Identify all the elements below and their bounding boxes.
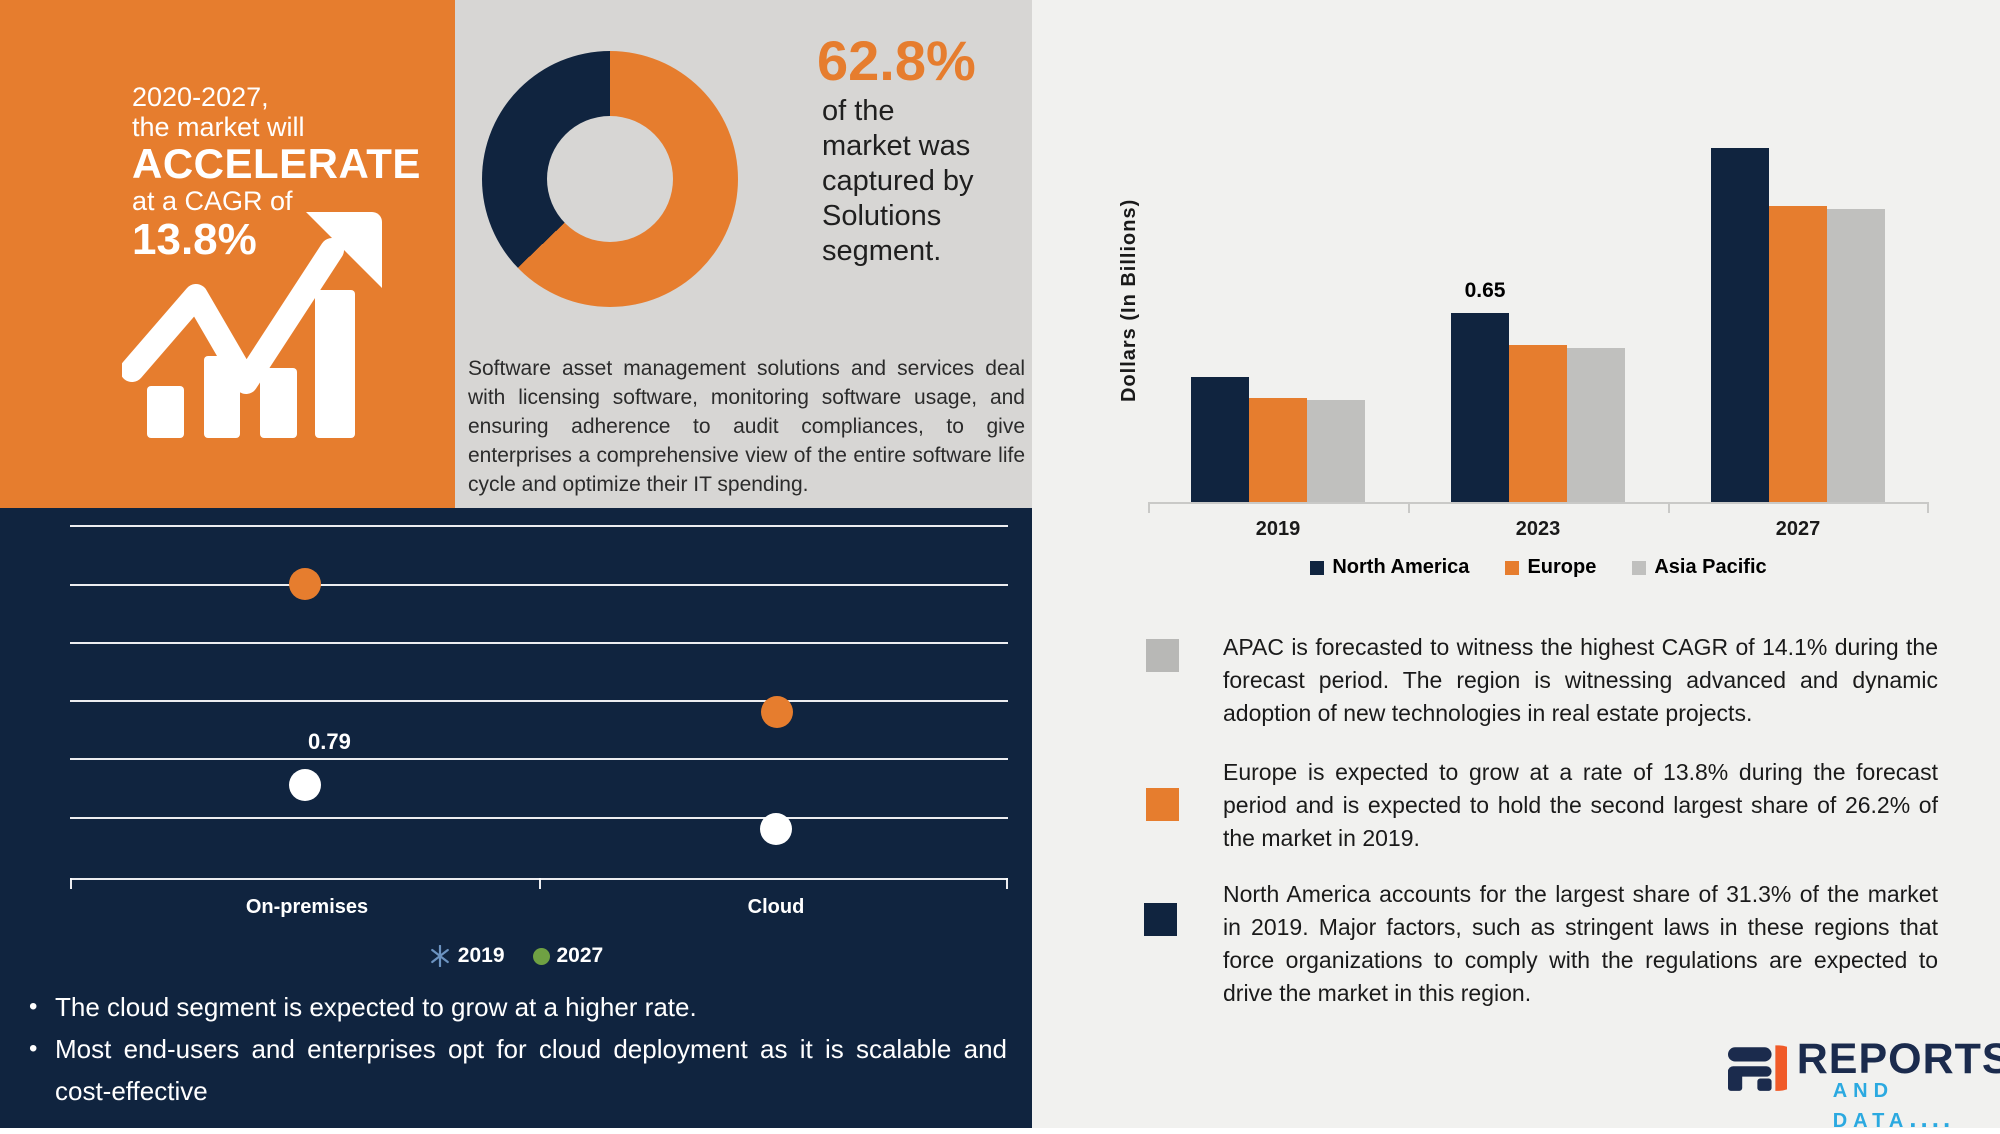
bar-year-label-2027: 2027 xyxy=(1775,518,1821,540)
logo-subtitle: AND DATA.... xyxy=(1833,1080,2000,1134)
caption-line: Solutions xyxy=(822,200,942,232)
gridline xyxy=(70,758,1008,760)
logo-dots: .... xyxy=(1909,1103,1955,1133)
axis-tick xyxy=(1006,878,1008,889)
dot-marker-2019 xyxy=(289,769,321,801)
legend-label-2027: 2027 xyxy=(556,944,604,967)
europe-note-text: Europe is expected to grow at a rate of … xyxy=(1223,759,1938,851)
legend-label: North America xyxy=(1332,556,1470,578)
bar-europe-2027 xyxy=(1769,206,1827,502)
apac-note-bullet xyxy=(1146,639,1179,672)
gridline xyxy=(70,642,1008,644)
category-label-on-premises: On-premises xyxy=(245,896,369,918)
bar-legend-item-europe: Europe xyxy=(1505,556,1596,579)
logo-subtitle-text: AND DATA xyxy=(1832,1080,1910,1132)
deployment-bullet-list: The cloud segment is expected to grow at… xyxy=(25,986,1007,1112)
logo-title: REPORTS xyxy=(1796,1035,2000,1083)
solutions-share-value: 62.8% xyxy=(817,29,976,92)
bar-europe-2019 xyxy=(1249,398,1307,502)
caption-line: of the xyxy=(822,95,895,127)
solutions-stat-panel: 62.8% of the market was captured by Solu… xyxy=(455,0,1032,508)
legend-swatch-icon xyxy=(1632,560,1647,575)
bar-north-america-2023 xyxy=(1451,313,1509,502)
axis-tick xyxy=(70,878,72,889)
bar-asia-pacific-2019 xyxy=(1307,400,1365,502)
legend-label: Asia Pacific xyxy=(1654,556,1767,578)
dot-plot-legend: 2019 2027 xyxy=(0,944,1032,968)
bar-north-america-2027 xyxy=(1711,148,1769,502)
bar-north-america-2019 xyxy=(1191,377,1249,502)
highlight-period: 2020-2027, xyxy=(132,82,269,112)
bar-group-2023 xyxy=(1451,313,1625,502)
dot-marker-2027 xyxy=(761,696,793,728)
rd-logo-icon xyxy=(1728,1045,1787,1091)
gridline xyxy=(70,584,1008,586)
apac-note-text: APAC is forecasted to witness the highes… xyxy=(1223,634,1938,726)
green-dot-marker-icon xyxy=(532,947,550,965)
deployment-panel: 0.79 On-premises Cloud 2019 20 xyxy=(0,508,1032,1128)
highlight-accelerate: ACCELERATE xyxy=(132,140,421,187)
star-marker-icon xyxy=(430,945,449,967)
regional-bar-chart: 0.65 xyxy=(1148,0,1929,513)
bar-europe-2023 xyxy=(1509,345,1567,502)
legend-item-2019: 2019 xyxy=(429,944,505,968)
caption-line: captured by xyxy=(822,165,974,197)
caption-line: segment. xyxy=(822,235,942,267)
bar-year-label-2019: 2019 xyxy=(1255,518,1301,540)
legend-swatch-icon xyxy=(1505,560,1520,575)
dot-marker-2019 xyxy=(760,813,792,845)
bar-group-2019 xyxy=(1191,377,1365,502)
legend-label-2019: 2019 xyxy=(457,944,505,967)
reports-and-data-logo: REPORTS AND DATA.... xyxy=(1728,1038,2000,1134)
europe-note-bullet xyxy=(1146,788,1179,821)
north-america-note-text: North America accounts for the largest s… xyxy=(1223,881,1938,1006)
bar-asia-pacific-2023 xyxy=(1567,348,1625,502)
north-america-note-bullet xyxy=(1144,903,1177,936)
solutions-donut-chart xyxy=(482,51,738,307)
category-label-cloud: Cloud xyxy=(747,896,805,918)
regional-panel: Dollars (In Billions) 0.65 2019 2023 2027 … xyxy=(1032,0,2000,1133)
bar-group-2027 xyxy=(1711,148,1885,502)
logo-wordmark: REPORTS AND DATA.... xyxy=(1797,1038,2000,1134)
bar-chart-legend: North America Europe Asia Pacific xyxy=(1148,556,1929,579)
highlight-cagr-value: 13.8% xyxy=(132,215,257,264)
market-description-paragraph: Software asset management solutions and … xyxy=(468,357,1025,496)
legend-label: Europe xyxy=(1527,556,1597,578)
bar-chart-x-axis xyxy=(1148,502,1929,504)
highlight-phrase: the market will xyxy=(132,112,305,142)
legend-swatch-icon xyxy=(1310,560,1325,575)
gridline xyxy=(70,525,1008,527)
cagr-highlight-text: 2020-2027, the market will ACCELERATE at… xyxy=(132,82,421,264)
highlight-cagr-of: at a CAGR of xyxy=(132,186,293,216)
bullet-cloud-growth: The cloud segment is expected to grow at… xyxy=(25,986,1007,1028)
bar-legend-item-north-america: North America xyxy=(1310,556,1469,579)
axis-tick xyxy=(1668,504,1670,513)
caption-line: market was xyxy=(822,130,971,162)
axis-tick xyxy=(1148,504,1150,513)
gridline xyxy=(70,817,1008,819)
bar-year-label-2023: 2023 xyxy=(1515,518,1561,540)
axis-tick xyxy=(539,878,541,889)
solutions-share-caption: of the market was captured by Solutions … xyxy=(822,94,974,269)
cagr-highlight-panel: 2020-2027, the market will ACCELERATE at… xyxy=(0,0,455,508)
bar-value-label-065: 0.65 xyxy=(1464,279,1506,302)
bar-asia-pacific-2027 xyxy=(1827,209,1885,502)
axis-tick xyxy=(1408,504,1410,513)
growth-bars-arrow-icon xyxy=(122,212,382,438)
bar-chart-y-axis-label: Dollars (In Billions) xyxy=(1118,198,1140,402)
legend-item-2027: 2027 xyxy=(532,944,604,968)
dot-marker-2027 xyxy=(289,568,321,600)
axis-tick xyxy=(1927,504,1929,513)
bullet-cloud-adoption: Most end-users and enterprises opt for c… xyxy=(25,1028,1007,1112)
on-premises-2019-value-label: 0.79 xyxy=(308,729,351,754)
bar-legend-item-asia-pacific: Asia Pacific xyxy=(1632,556,1767,579)
gridline xyxy=(70,700,1008,702)
